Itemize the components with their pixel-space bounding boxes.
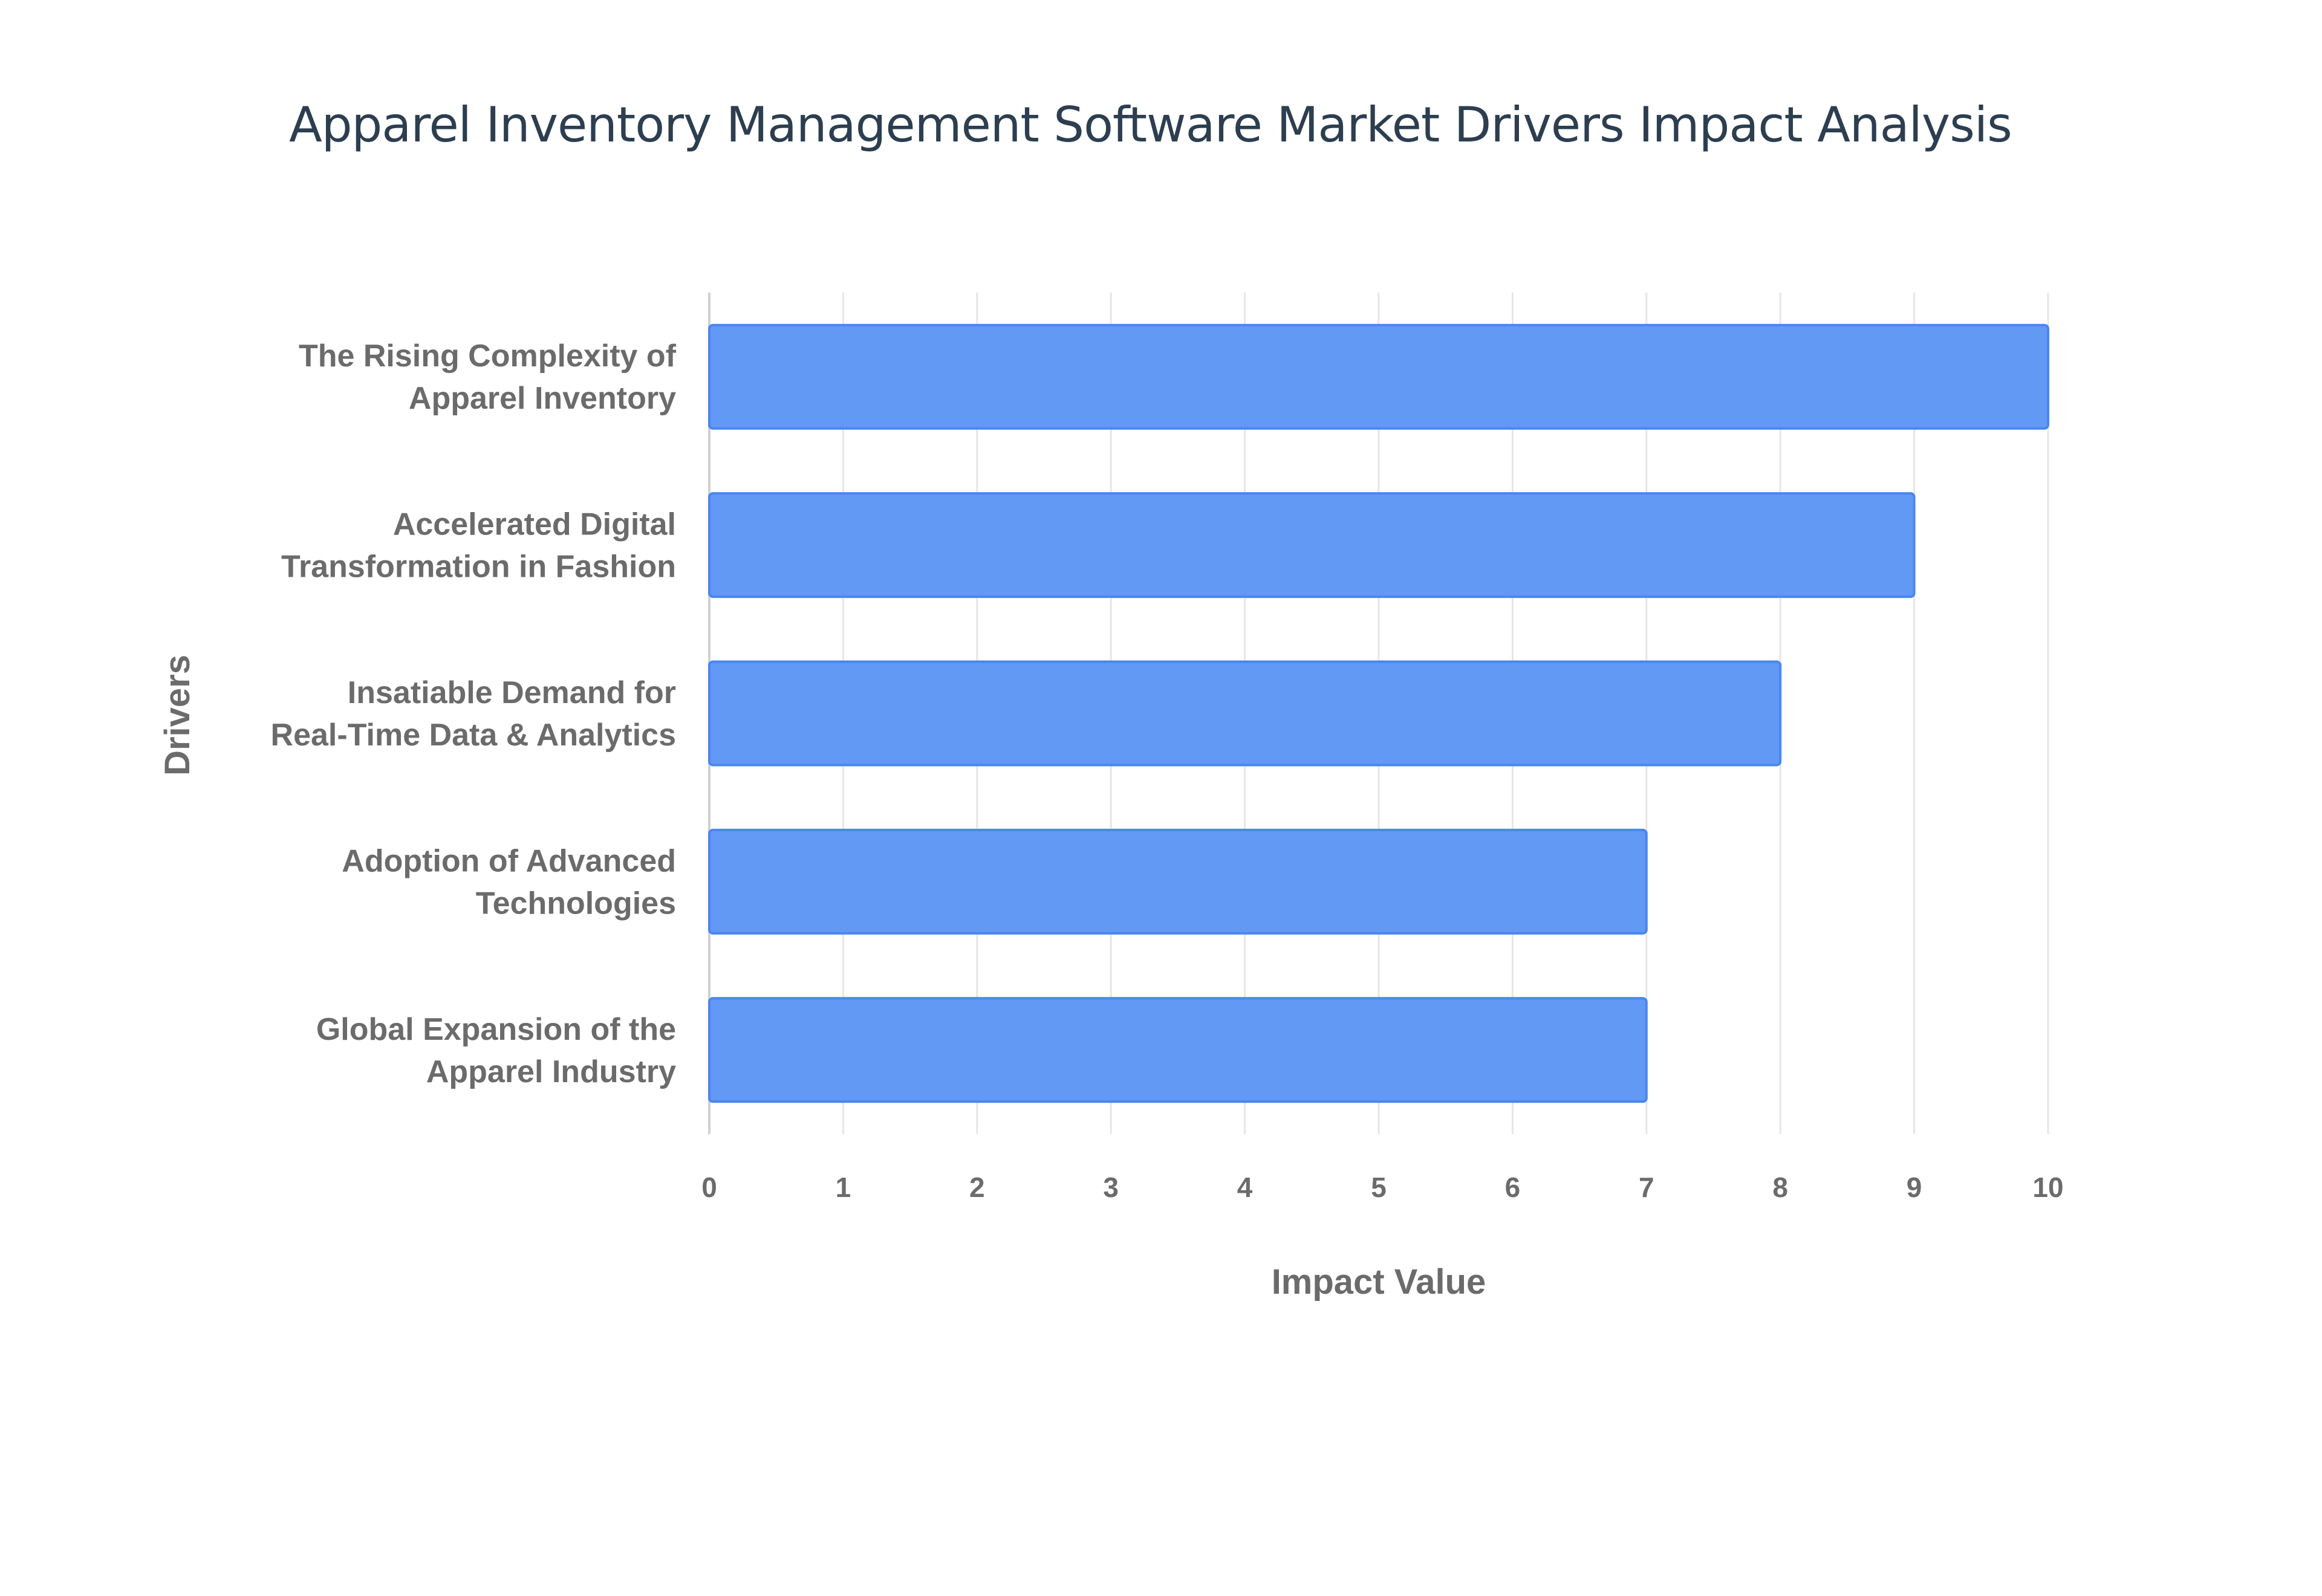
y-category-label: Transformation in Fashion [281,550,676,585]
bar [708,323,2049,430]
bar [708,492,1916,598]
x-tick-label: 6 [1505,1172,1521,1203]
y-axis-label: Drivers [158,655,197,776]
y-category-label: Apparel Industry [426,1054,676,1089]
x-tick-label: 5 [1371,1172,1387,1203]
y-category-label: The Rising Complexity of [299,339,677,374]
y-category-label: Insatiable Demand for [348,675,676,710]
y-category-label: Apparel Inventory [409,381,676,416]
x-tick-label: 7 [1639,1172,1654,1203]
y-category-label: Technologies [476,886,676,921]
bar [708,828,1648,935]
x-tick-label: 4 [1237,1172,1253,1203]
x-axis-label: Impact Value [1272,1262,1486,1302]
y-category-label: Accelerated Digital [393,507,676,542]
chart-title: Apparel Inventory Management Software Ma… [289,97,2012,153]
x-tick-label: 0 [701,1172,717,1203]
x-tick-label: 10 [2032,1172,2063,1203]
bar [708,997,1648,1103]
x-tick-label: 3 [1103,1172,1119,1203]
x-tick-label: 8 [1772,1172,1788,1203]
x-tick-label: 9 [1907,1172,1922,1203]
y-category-label: Adoption of Advanced [342,843,676,878]
bar [708,660,1782,767]
y-category-label: Real-Time Data & Analytics [271,718,676,753]
x-tick-label: 1 [836,1172,851,1203]
x-tick-label: 2 [969,1172,985,1203]
y-category-label: Global Expansion of the [316,1012,676,1047]
